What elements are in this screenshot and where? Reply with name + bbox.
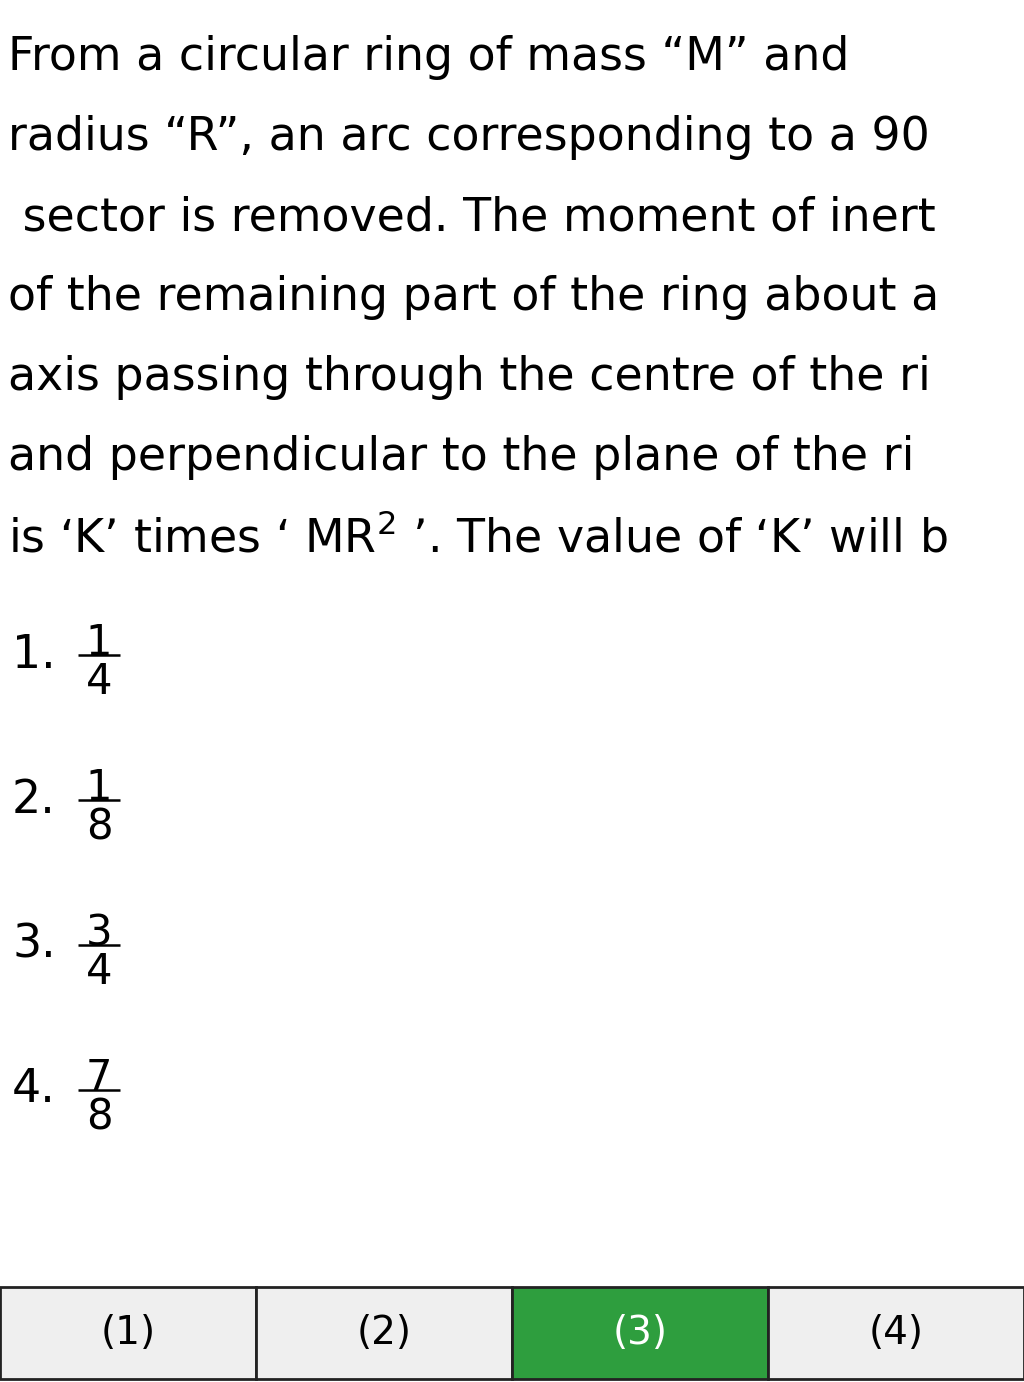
Text: 4: 4: [86, 661, 113, 703]
Text: 3.: 3.: [12, 923, 55, 967]
Text: radius “R”, an arc corresponding to a 90: radius “R”, an arc corresponding to a 90: [8, 115, 930, 160]
Text: of the remaining part of the ring about a: of the remaining part of the ring about …: [8, 275, 939, 321]
Bar: [512, 1287, 768, 1379]
Bar: [0, 1287, 256, 1379]
Bar: [768, 1287, 1024, 1379]
Text: 1.: 1.: [12, 633, 55, 677]
Text: 4.: 4.: [12, 1067, 56, 1113]
Text: 3: 3: [86, 912, 113, 954]
Text: is ‘K’ times ‘ $\mathregular{MR^2}$ ’. The value of ‘K’ will b: is ‘K’ times ‘ $\mathregular{MR^2}$ ’. T…: [8, 515, 947, 561]
Text: 8: 8: [86, 1096, 113, 1137]
Text: 7: 7: [86, 1057, 113, 1099]
Text: (2): (2): [356, 1314, 412, 1352]
Text: axis passing through the centre of the ri: axis passing through the centre of the r…: [8, 355, 931, 399]
Text: sector is removed. The moment of inert: sector is removed. The moment of inert: [8, 195, 936, 240]
Text: 1: 1: [86, 622, 113, 663]
Text: (4): (4): [868, 1314, 924, 1352]
Text: and perpendicular to the plane of the ri: and perpendicular to the plane of the ri: [8, 435, 914, 480]
Text: 4: 4: [86, 951, 113, 994]
Text: 2.: 2.: [12, 778, 56, 822]
Text: (1): (1): [100, 1314, 156, 1352]
Text: 1: 1: [86, 767, 113, 808]
Text: (3): (3): [612, 1314, 668, 1352]
Bar: [256, 1287, 512, 1379]
Text: 8: 8: [86, 806, 113, 849]
Text: From a circular ring of mass “M” and: From a circular ring of mass “M” and: [8, 35, 849, 80]
